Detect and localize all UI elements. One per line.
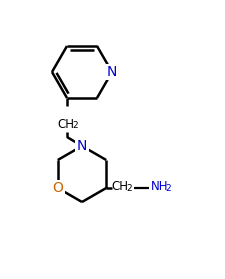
Text: 2: 2 <box>72 121 78 131</box>
Text: NH: NH <box>151 180 169 193</box>
Text: CH: CH <box>112 180 129 193</box>
Text: N: N <box>107 65 117 79</box>
Text: 2: 2 <box>126 184 132 193</box>
Text: CH: CH <box>58 117 74 131</box>
Text: O: O <box>52 181 63 195</box>
Text: N: N <box>77 139 87 153</box>
Text: 2: 2 <box>165 184 171 193</box>
